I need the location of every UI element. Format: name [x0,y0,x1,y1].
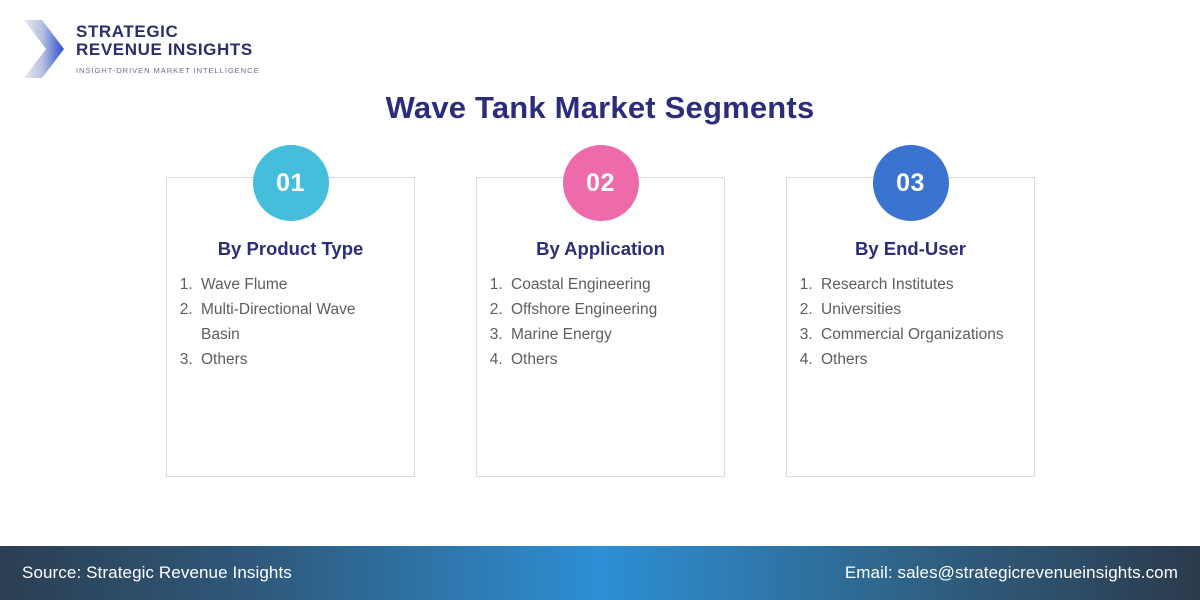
segment-list-1: Wave Flume Multi-Directional Wave Basin … [167,272,414,372]
segment-badge-01: 01 [252,145,329,221]
list-item: Coastal Engineering [507,272,708,297]
segment-badge-02: 02 [562,145,639,221]
logo-line-1: STRATEGIC [76,21,179,41]
segment-list-3: Research Institutes Universities Commerc… [787,272,1034,372]
segment-card-2: 02 By Application Coastal Engineering Of… [476,145,725,477]
segment-heading-1: By Product Type [217,238,364,259]
segment-cards: 01 By Product Type Wave Flume Multi-Dire… [166,145,1035,477]
list-item: Others [817,347,1018,372]
list-item: Offshore Engineering [507,297,708,322]
logo-wordmark: STRATEGIC REVENUE INSIGHTS INSIGHT-DRIVE… [76,21,260,76]
segment-badge-03: 03 [872,145,949,221]
footer-source: Source: Strategic Revenue Insights [22,563,292,582]
list-item: Research Institutes [817,272,1018,297]
segment-card-1: 01 By Product Type Wave Flume Multi-Dire… [166,145,415,477]
list-item: Others [197,347,398,372]
list-item: Wave Flume [197,272,398,297]
segment-heading-2: By Application [536,238,665,259]
footer-email[interactable]: Email: sales@strategicrevenueinsights.co… [844,563,1178,582]
list-item: Others [507,347,708,372]
list-item: Universities [817,297,1018,322]
segment-list-2: Coastal Engineering Offshore Engineering… [477,272,724,372]
list-item: Multi-Directional Wave Basin [197,297,398,347]
logo-line-2: REVENUE INSIGHTS [76,40,253,59]
list-item: Commercial Organizations [817,322,1018,347]
page-title: Wave Tank Market Segments [385,90,815,125]
brand-logo: STRATEGIC REVENUE INSIGHTS INSIGHT-DRIVE… [22,18,259,80]
chevron-right-icon [22,18,66,80]
footer-bar: Source: Strategic Revenue Insights Email… [0,546,1200,600]
segment-card-3: 03 By End-User Research Institutes Unive… [786,145,1035,477]
list-item: Marine Energy [507,322,708,347]
logo-tagline: INSIGHT-DRIVEN MARKET INTELLIGENCE [76,66,260,76]
segment-heading-3: By End-User [854,238,967,259]
